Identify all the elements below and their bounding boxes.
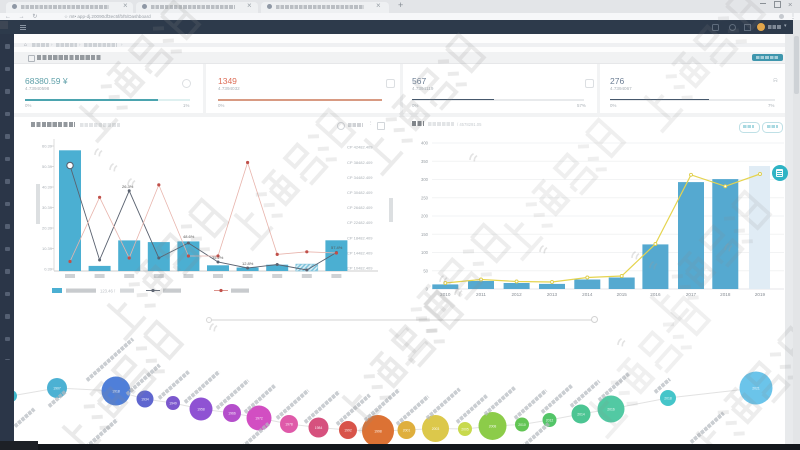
svg-text:2017: 2017 — [686, 292, 697, 297]
svg-text:2003: 2003 — [432, 427, 440, 431]
svg-text:1966: 1966 — [228, 411, 236, 415]
svg-text:2015: 2015 — [617, 292, 628, 297]
svg-text:1984: 1984 — [315, 426, 323, 430]
svg-text:CP 38482.409: CP 38482.409 — [347, 160, 373, 165]
svg-text:250: 250 — [421, 195, 429, 200]
svg-text:CP 18482.409: CP 18482.409 — [347, 235, 373, 240]
svg-text:100: 100 — [421, 250, 429, 255]
svg-text:2005: 2005 — [461, 427, 469, 431]
svg-text:30.39: 30.39 — [42, 205, 53, 210]
svg-text:26.3%: 26.3% — [122, 184, 134, 189]
svg-text:0.39: 0.39 — [44, 267, 53, 272]
svg-text:1992: 1992 — [344, 428, 352, 432]
svg-text:2018: 2018 — [664, 396, 672, 400]
svg-text:1978: 1978 — [285, 422, 293, 426]
svg-text:2013: 2013 — [547, 292, 558, 297]
svg-text:60.39: 60.39 — [42, 144, 53, 149]
svg-text:2008: 2008 — [489, 424, 497, 428]
svg-text:40.39: 40.39 — [42, 185, 53, 190]
svg-text:20.39: 20.39 — [42, 226, 53, 231]
svg-text:2016: 2016 — [607, 407, 615, 411]
svg-text:200: 200 — [421, 214, 429, 219]
svg-text:CP 14482.409: CP 14482.409 — [347, 250, 373, 255]
svg-text:12.8%: 12.8% — [242, 261, 254, 266]
svg-text:50.39: 50.39 — [42, 164, 53, 169]
svg-text:57.4%: 57.4% — [331, 245, 343, 250]
svg-text:1958: 1958 — [197, 407, 205, 411]
svg-text:1907: 1907 — [53, 386, 61, 390]
svg-text:2001: 2001 — [403, 428, 411, 432]
svg-text:300: 300 — [421, 177, 429, 182]
svg-text:10.39: 10.39 — [42, 246, 53, 251]
svg-text:50: 50 — [423, 268, 428, 273]
svg-text:1934: 1934 — [141, 397, 149, 401]
svg-text:2021: 2021 — [752, 386, 760, 390]
svg-text:2014: 2014 — [582, 292, 593, 297]
svg-text:2012: 2012 — [546, 418, 554, 422]
svg-text:CP 26482.409: CP 26482.409 — [347, 205, 373, 210]
svg-text:2019: 2019 — [755, 292, 766, 297]
svg-text:35.2%: 35.2% — [212, 255, 224, 260]
svg-text:2011: 2011 — [476, 292, 486, 297]
svg-text:2018: 2018 — [720, 292, 731, 297]
svg-text:2012: 2012 — [511, 292, 522, 297]
svg-text:48.6%: 48.6% — [183, 234, 195, 239]
svg-text:350: 350 — [421, 159, 429, 164]
svg-text:CP 30482.409: CP 30482.409 — [347, 190, 373, 195]
svg-text:1972: 1972 — [255, 416, 263, 420]
svg-text:2010: 2010 — [440, 292, 451, 297]
svg-text:1949: 1949 — [169, 401, 177, 405]
svg-text:CP 42482.409: CP 42482.409 — [347, 145, 373, 150]
svg-text:1918: 1918 — [112, 389, 120, 393]
svg-text:2010: 2010 — [518, 423, 526, 427]
svg-text:400: 400 — [421, 141, 429, 146]
svg-text:CP 34482.409: CP 34482.409 — [347, 175, 373, 180]
svg-text:CP 10482.409: CP 10482.409 — [347, 266, 373, 271]
svg-text:0: 0 — [426, 287, 429, 292]
svg-text:CP 22482.409: CP 22482.409 — [347, 220, 373, 225]
svg-text:2016: 2016 — [650, 292, 661, 297]
svg-text:123.46 /: 123.46 / — [100, 289, 116, 294]
svg-text:1998: 1998 — [374, 429, 382, 433]
svg-text:2014: 2014 — [577, 412, 585, 416]
svg-text:150: 150 — [421, 232, 429, 237]
